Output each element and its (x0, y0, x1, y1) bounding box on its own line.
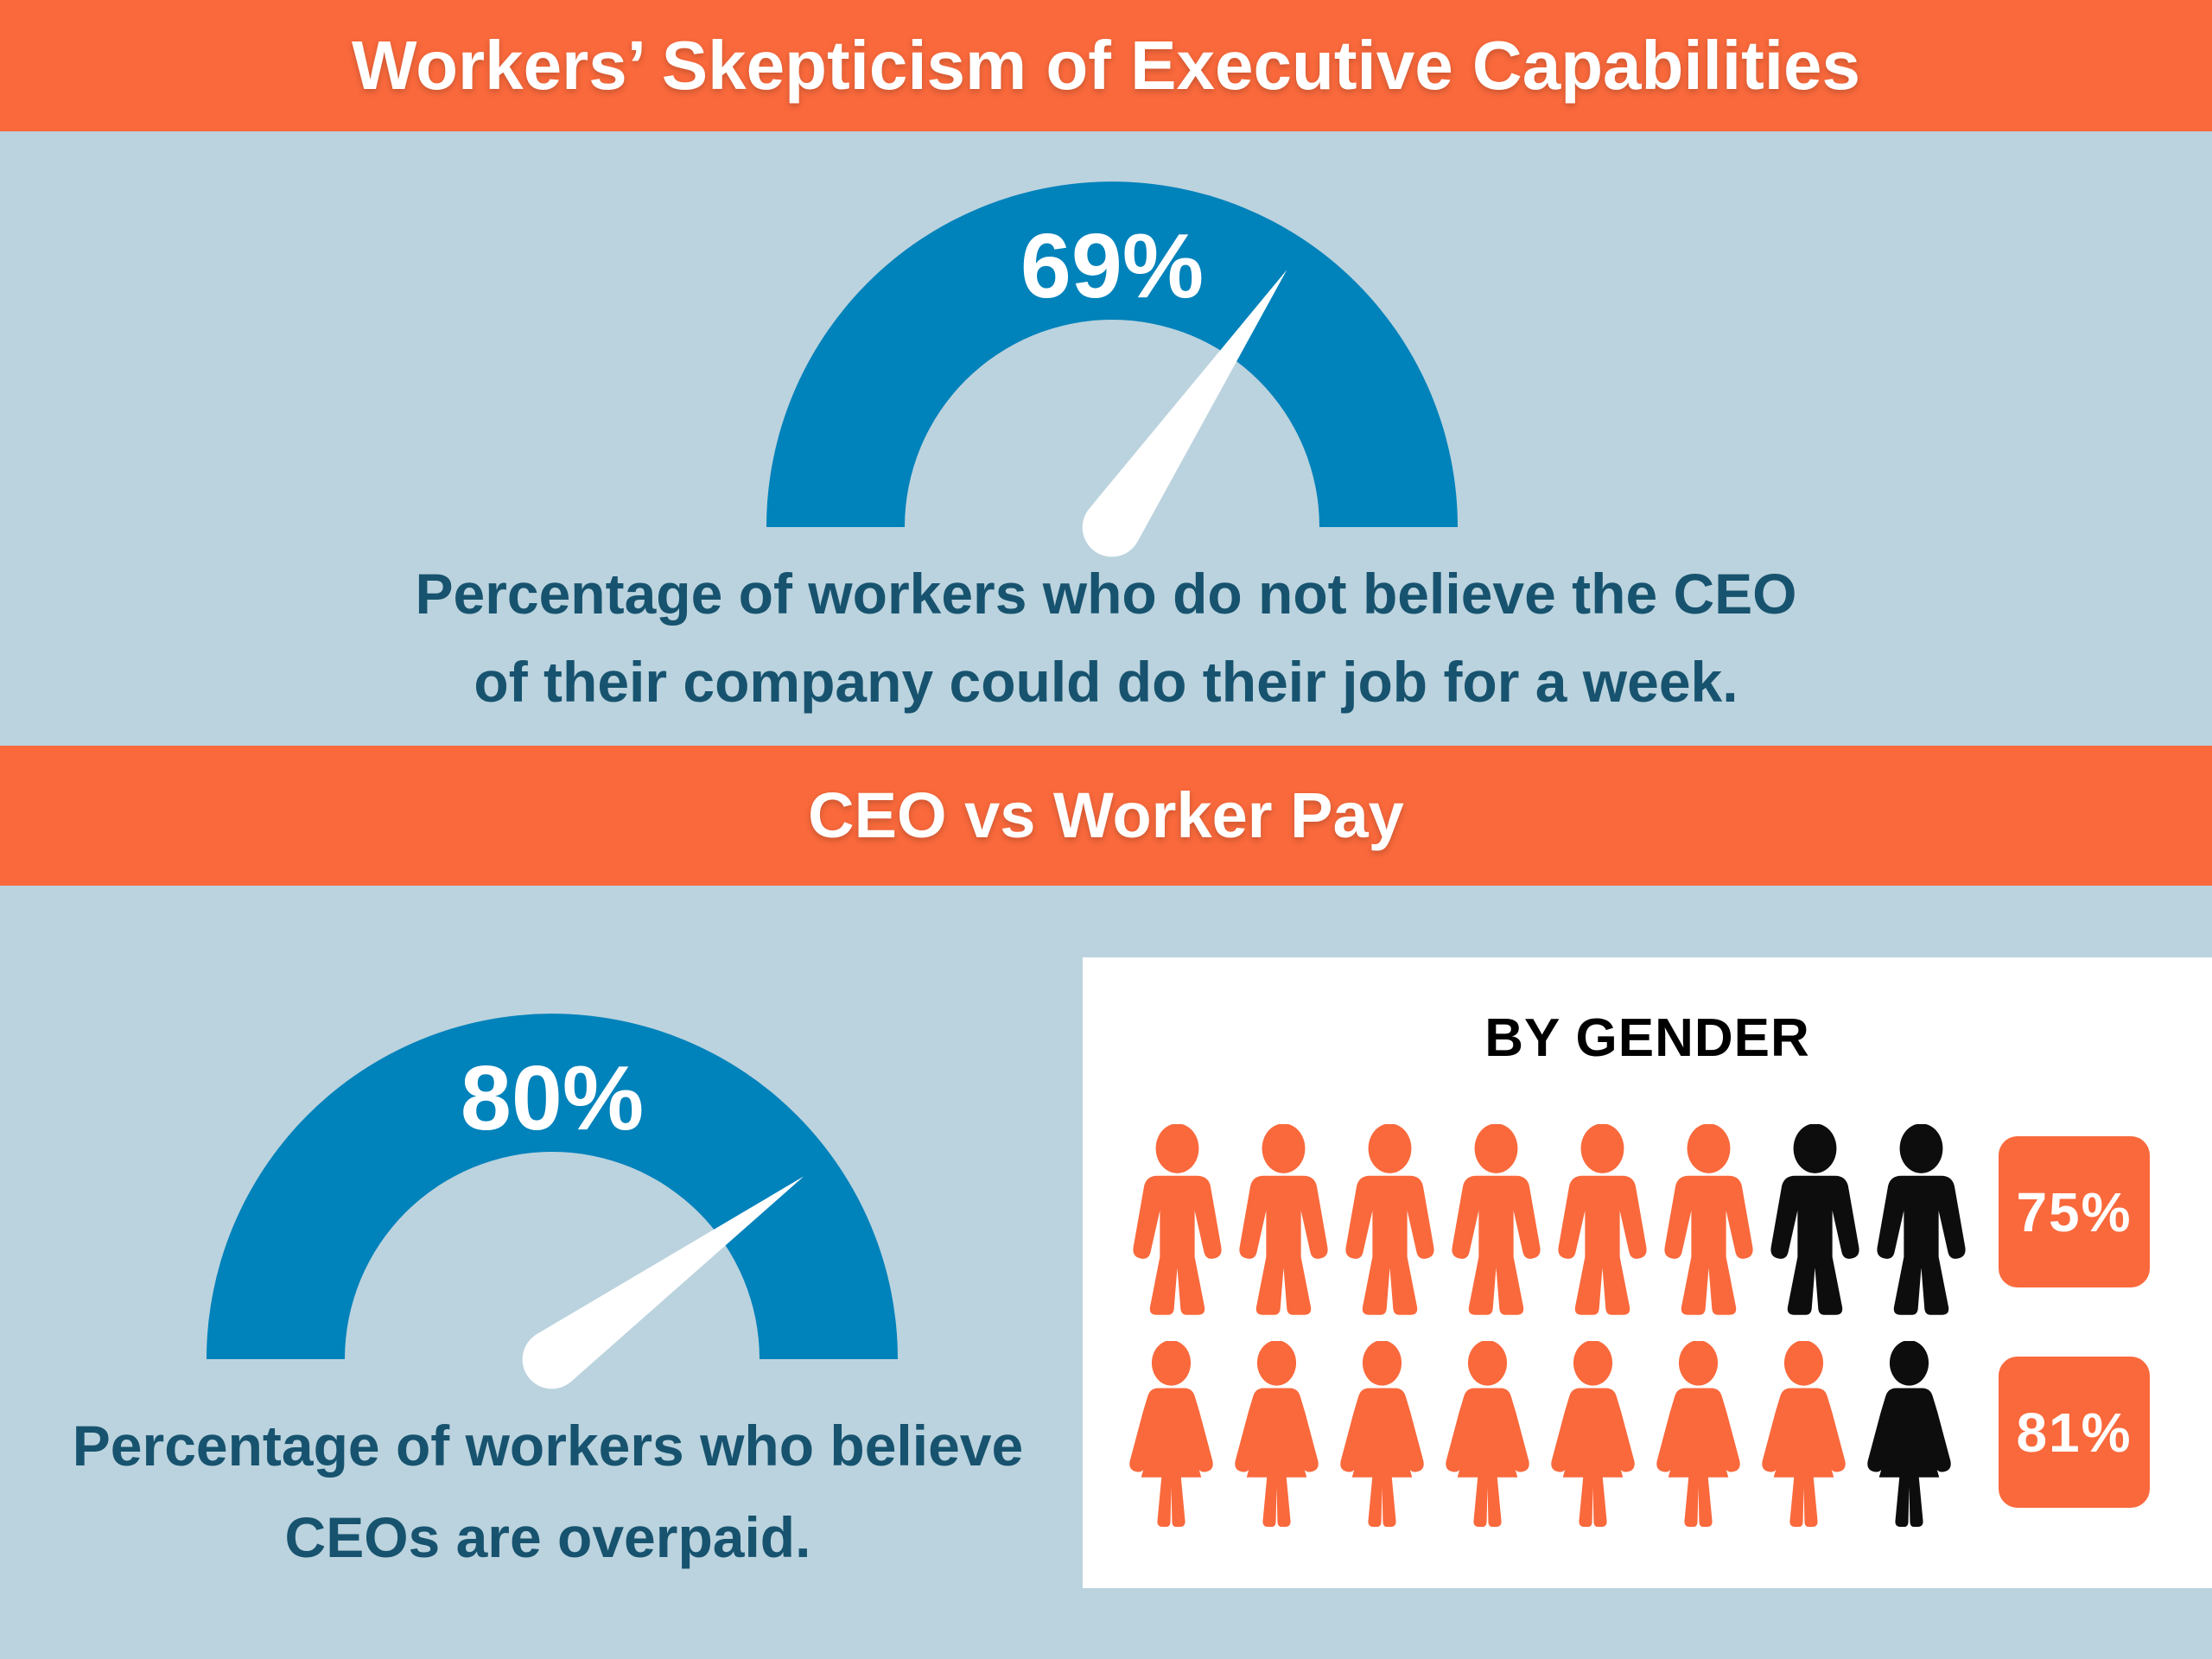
female-person-icon (1122, 1341, 1220, 1528)
gauge-arc (766, 181, 1458, 528)
top-banner-title: Workers’ Skepticism of Executive Capabil… (352, 27, 1860, 104)
gauge-value-label: 69% (1020, 215, 1204, 317)
male-person-icon (1446, 1124, 1546, 1315)
pay-banner-title: CEO vs Worker Pay (808, 779, 1404, 851)
by-gender-title: BY GENDER (1484, 1008, 1810, 1068)
skepticism-caption-line1: Percentage of workers who do not believe… (415, 562, 1797, 626)
female-person-icon-contrast (1860, 1341, 1958, 1528)
female-person-icon (1544, 1341, 1642, 1528)
skepticism-caption-line2: of their company could do their job for … (474, 650, 1738, 714)
skepticism-gauge-chart: 69% (766, 181, 1458, 557)
female-person-icon (1649, 1341, 1747, 1528)
male-person-icon-contrast (1872, 1124, 1971, 1315)
male-person-icon (1659, 1124, 1758, 1315)
female-person-icon (1755, 1341, 1853, 1528)
male-person-icon (1553, 1124, 1652, 1315)
pay-banner: CEO vs Worker Pay (0, 746, 2212, 886)
gauge-arc (207, 1014, 898, 1359)
overpaid-caption: Percentage of workers who believe CEOs a… (0, 1400, 1096, 1583)
male-percentage-label: 75% (2016, 1180, 2133, 1243)
gauge-needle-icon (1082, 270, 1287, 557)
male-person-icon-contrast (1765, 1124, 1865, 1315)
overpaid-caption-line1: Percentage of workers who believe (72, 1414, 1024, 1478)
female-person-icon (1439, 1341, 1536, 1528)
overpaid-gauge-chart: 80% (207, 1014, 898, 1389)
top-banner: Workers’ Skepticism of Executive Capabil… (0, 0, 2212, 131)
female-person-icon (1228, 1341, 1325, 1528)
male-icon-row (1128, 1124, 1971, 1315)
female-icon-row (1122, 1341, 1958, 1528)
female-percvalue-badge: 81% (1999, 1357, 2150, 1508)
gauge-needle-icon (522, 1176, 804, 1389)
overpaid-caption-line2: CEOs are overpaid. (284, 1505, 811, 1569)
male-person-icon (1234, 1124, 1333, 1315)
female-person-icon (1333, 1341, 1431, 1528)
gauge-value-label: 80% (461, 1047, 644, 1149)
by-gender-card: BY GENDER 75% 81% (1083, 957, 2212, 1588)
male-person-icon (1128, 1124, 1227, 1315)
skepticism-caption: Percentage of workers who do not believe… (0, 550, 2212, 726)
male-person-icon (1340, 1124, 1440, 1315)
male-percvalue-badge: 75% (1999, 1136, 2150, 1287)
female-percentage-label: 81% (2016, 1401, 2133, 1464)
